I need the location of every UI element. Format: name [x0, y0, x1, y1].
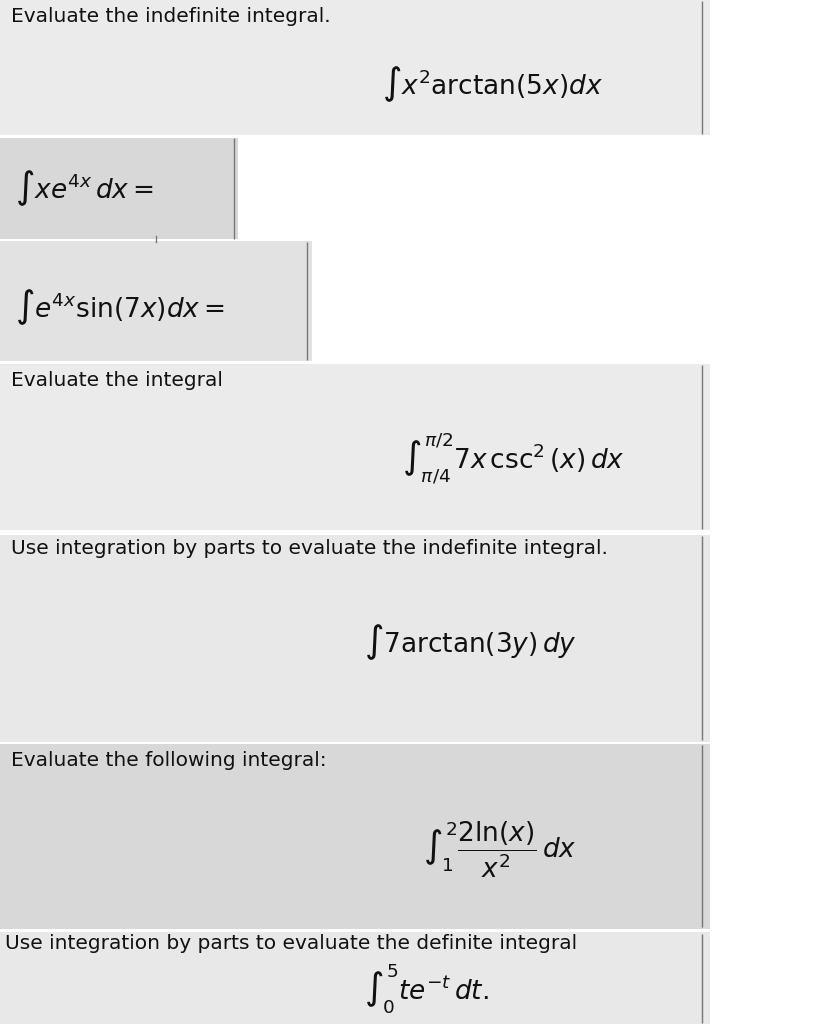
Text: Evaluate the following integral:: Evaluate the following integral:	[11, 751, 327, 770]
Text: $\int_{\pi/4}^{\pi/2} 7x\,\csc^2(x)\, dx$: $\int_{\pi/4}^{\pi/2} 7x\,\csc^2(x)\, dx…	[402, 430, 625, 485]
Bar	[0, 364, 710, 530]
Text: Evaluate the indefinite integral.: Evaluate the indefinite integral.	[11, 7, 331, 27]
Text: Use integration by parts to evaluate the definite integral: Use integration by parts to evaluate the…	[5, 934, 577, 953]
Bar	[0, 744, 710, 929]
Text: $\int x^2 \arctan(5x)dx$: $\int x^2 \arctan(5x)dx$	[382, 65, 603, 103]
Bar	[0, 535, 710, 742]
Text: $\int xe^{4x}\, dx =$: $\int xe^{4x}\, dx =$	[15, 169, 154, 208]
Bar	[0, 932, 710, 1024]
Bar	[0, 138, 238, 239]
Text: Evaluate the integral: Evaluate the integral	[11, 371, 223, 390]
Text: $\int 7 \arctan(3y)\, dy$: $\int 7 \arctan(3y)\, dy$	[364, 623, 576, 662]
Text: $\int_{0}^{5} te^{-t}\, dt.$: $\int_{0}^{5} te^{-t}\, dt.$	[364, 962, 488, 1015]
Bar	[0, 0, 710, 135]
Text: $\int e^{4x}\sin(7x)dx =$: $\int e^{4x}\sin(7x)dx =$	[15, 288, 225, 327]
Bar	[0, 241, 312, 361]
Text: Use integration by parts to evaluate the indefinite integral.: Use integration by parts to evaluate the…	[11, 539, 608, 558]
Text: $\int_{1}^{2} \dfrac{2\ln(x)}{x^2}\, dx$: $\int_{1}^{2} \dfrac{2\ln(x)}{x^2}\, dx$	[423, 819, 576, 881]
